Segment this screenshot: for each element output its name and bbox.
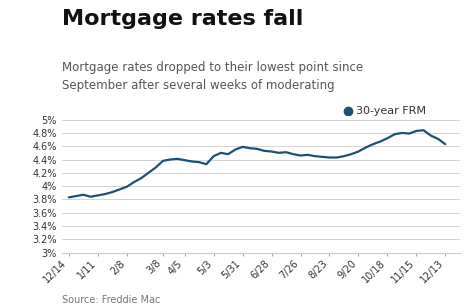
Text: Mortgage rates dropped to their lowest point since
September after several weeks: Mortgage rates dropped to their lowest p… [62, 61, 363, 91]
Text: Source: Freddie Mac: Source: Freddie Mac [62, 295, 160, 305]
Text: 30-year FRM: 30-year FRM [356, 106, 426, 116]
Text: Mortgage rates fall: Mortgage rates fall [62, 9, 303, 29]
